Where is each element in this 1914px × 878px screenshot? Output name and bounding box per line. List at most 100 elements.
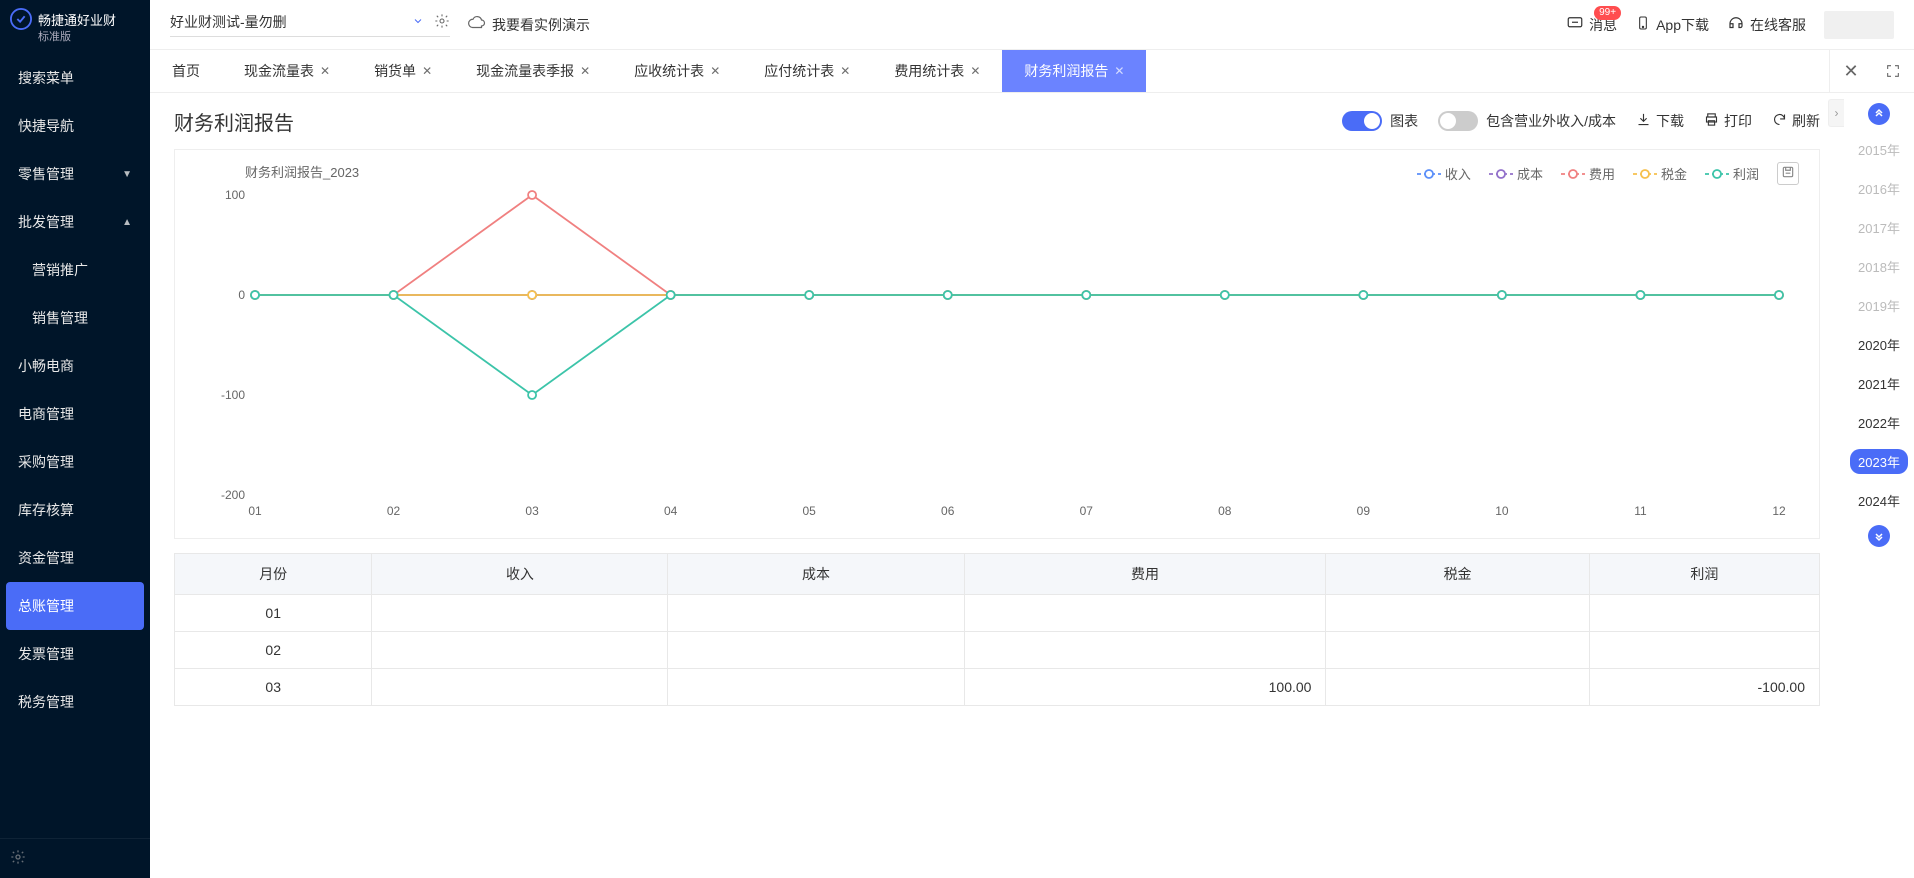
year-item-2017年[interactable]: 2017年 bbox=[1850, 215, 1908, 240]
chart-container: 财务利润报告_2023 收入成本费用税金利润 -200-100010001020… bbox=[174, 149, 1820, 539]
legend-marker-icon bbox=[1417, 169, 1441, 179]
year-item-2019年[interactable]: 2019年 bbox=[1850, 293, 1908, 318]
sidebar-item-0[interactable]: 搜索菜单 bbox=[0, 54, 150, 102]
sidebar-item-9[interactable]: 库存核算 bbox=[0, 486, 150, 534]
sidebar-item-8[interactable]: 采购管理 bbox=[0, 438, 150, 486]
download-icon bbox=[1636, 112, 1651, 130]
sidebar-item-label: 总账管理 bbox=[18, 596, 74, 616]
collapse-rail-button[interactable]: › bbox=[1828, 99, 1844, 127]
year-item-2021年[interactable]: 2021年 bbox=[1850, 371, 1908, 396]
sidebar-item-11[interactable]: 总账管理 bbox=[6, 582, 144, 630]
sidebar-item-10[interactable]: 资金管理 bbox=[0, 534, 150, 582]
year-scroll-down-button[interactable] bbox=[1868, 525, 1890, 547]
sidebar-item-1[interactable]: 快捷导航 bbox=[0, 102, 150, 150]
sidebar-item-5[interactable]: 销售管理 bbox=[0, 294, 150, 342]
legend-item-3[interactable]: 税金 bbox=[1633, 164, 1687, 183]
tab-2[interactable]: 销货单✕ bbox=[352, 50, 454, 92]
report-header: 财务利润报告 图表 包含营业外收入/成本 下载 bbox=[174, 93, 1820, 149]
customer-service-button[interactable]: 在线客服 bbox=[1727, 14, 1806, 35]
messages-button[interactable]: 消息 99+ bbox=[1566, 14, 1617, 35]
close-icon[interactable]: ✕ bbox=[422, 64, 432, 78]
user-avatar[interactable] bbox=[1824, 11, 1894, 39]
customer-service-label: 在线客服 bbox=[1750, 15, 1806, 35]
close-all-tabs-button[interactable]: ✕ bbox=[1830, 50, 1872, 92]
close-icon[interactable]: ✕ bbox=[840, 64, 850, 78]
tenant-selector[interactable]: 好业财测试-量勿删 bbox=[170, 12, 450, 37]
sidebar-item-label: 小畅电商 bbox=[18, 356, 74, 376]
tab-5[interactable]: 应付统计表✕ bbox=[742, 50, 872, 92]
year-item-2020年[interactable]: 2020年 bbox=[1850, 332, 1908, 357]
app-download-button[interactable]: App下载 bbox=[1635, 15, 1709, 35]
sidebar-item-3[interactable]: 批发管理▲ bbox=[0, 198, 150, 246]
download-button[interactable]: 下载 bbox=[1636, 111, 1684, 131]
print-button[interactable]: 打印 bbox=[1704, 111, 1752, 131]
svg-text:04: 04 bbox=[664, 504, 678, 518]
svg-text:09: 09 bbox=[1357, 504, 1371, 518]
chevron-down-icon bbox=[412, 14, 424, 30]
table-cell bbox=[372, 669, 668, 706]
save-chart-icon[interactable] bbox=[1777, 162, 1799, 185]
headset-icon bbox=[1727, 14, 1745, 35]
table-cell bbox=[372, 632, 668, 669]
close-icon[interactable]: ✕ bbox=[320, 64, 330, 78]
demo-link[interactable]: 我要看实例演示 bbox=[468, 14, 590, 35]
legend-item-4[interactable]: 利润 bbox=[1705, 164, 1759, 183]
toggle-extra-switch[interactable] bbox=[1438, 111, 1478, 131]
refresh-label: 刷新 bbox=[1792, 111, 1820, 131]
year-item-2024年[interactable]: 2024年 bbox=[1850, 488, 1908, 513]
chart-legend: 收入成本费用税金 利润 bbox=[1417, 162, 1799, 185]
table-row: 02 bbox=[175, 632, 1820, 669]
close-icon[interactable]: ✕ bbox=[710, 64, 720, 78]
sidebar-item-4[interactable]: 营销推广 bbox=[0, 246, 150, 294]
sidebar-footer-icon[interactable] bbox=[0, 838, 150, 878]
sidebar-item-12[interactable]: 发票管理 bbox=[0, 630, 150, 678]
tab-6[interactable]: 费用统计表 ✕ bbox=[872, 50, 1002, 92]
legend-label: 收入 bbox=[1445, 164, 1471, 183]
sidebar-menu: 搜索菜单快捷导航零售管理▼批发管理▲营销推广销售管理小畅电商电商管理采购管理库存… bbox=[0, 54, 150, 838]
year-item-2018年[interactable]: 2018年 bbox=[1850, 254, 1908, 279]
gear-icon[interactable] bbox=[434, 13, 450, 32]
toggle-extra-income[interactable]: 包含营业外收入/成本 bbox=[1438, 111, 1616, 131]
fullscreen-button[interactable] bbox=[1872, 50, 1914, 92]
refresh-button[interactable]: 刷新 bbox=[1772, 111, 1820, 131]
tab-label: 费用统计表 bbox=[894, 61, 964, 81]
tab-7[interactable]: 财务利润报告✕ bbox=[1002, 50, 1146, 92]
sidebar-item-label: 销售管理 bbox=[32, 308, 88, 328]
year-item-2023年[interactable]: 2023年 bbox=[1850, 449, 1908, 474]
sidebar-item-label: 搜索菜单 bbox=[18, 68, 74, 88]
table-cell: -100.00 bbox=[1589, 669, 1819, 706]
tab-label: 现金流量表 bbox=[244, 61, 314, 81]
tab-4[interactable]: 应收统计表 ✕ bbox=[612, 50, 742, 92]
toggle-extra-label: 包含营业外收入/成本 bbox=[1486, 111, 1616, 131]
table-cell bbox=[1326, 595, 1589, 632]
sidebar-item-6[interactable]: 小畅电商 bbox=[0, 342, 150, 390]
chevron-icon: ▼ bbox=[122, 169, 132, 180]
tab-3[interactable]: 现金流量表季报✕ bbox=[454, 50, 612, 92]
close-icon[interactable]: ✕ bbox=[970, 64, 980, 78]
table-header-cell: 收入 bbox=[372, 554, 668, 595]
legend-item-2[interactable]: 费用 bbox=[1561, 164, 1615, 183]
legend-marker-icon bbox=[1489, 169, 1513, 179]
tab-1[interactable]: 现金流量表 ✕ bbox=[222, 50, 352, 92]
close-icon[interactable]: ✕ bbox=[1114, 64, 1124, 78]
sidebar-item-7[interactable]: 电商管理 bbox=[0, 390, 150, 438]
year-scroll-up-button[interactable] bbox=[1868, 103, 1890, 125]
sidebar-item-13[interactable]: 税务管理 bbox=[0, 678, 150, 726]
legend-marker-icon bbox=[1633, 169, 1657, 179]
tab-label: 应收统计表 bbox=[634, 61, 704, 81]
svg-text:06: 06 bbox=[941, 504, 955, 518]
close-icon[interactable]: ✕ bbox=[580, 64, 590, 78]
toggle-chart-switch[interactable] bbox=[1342, 111, 1382, 131]
cloud-icon bbox=[468, 14, 486, 35]
legend-item-0[interactable]: 收入 bbox=[1417, 164, 1471, 183]
legend-item-1[interactable]: 成本 bbox=[1489, 164, 1543, 183]
legend-label: 利润 bbox=[1733, 164, 1759, 183]
year-item-2016年[interactable]: 2016年 bbox=[1850, 176, 1908, 201]
toggle-chart-label: 图表 bbox=[1390, 111, 1418, 131]
year-item-2015年[interactable]: 2015年 bbox=[1850, 137, 1908, 162]
sidebar-item-2[interactable]: 零售管理▼ bbox=[0, 150, 150, 198]
data-table: 月份收入成本费用税金利润010203100.00-100.00 bbox=[174, 553, 1820, 706]
year-item-2022年[interactable]: 2022年 bbox=[1850, 410, 1908, 435]
tab-0[interactable]: 首页 bbox=[150, 50, 222, 92]
toggle-chart[interactable]: 图表 bbox=[1342, 111, 1418, 131]
